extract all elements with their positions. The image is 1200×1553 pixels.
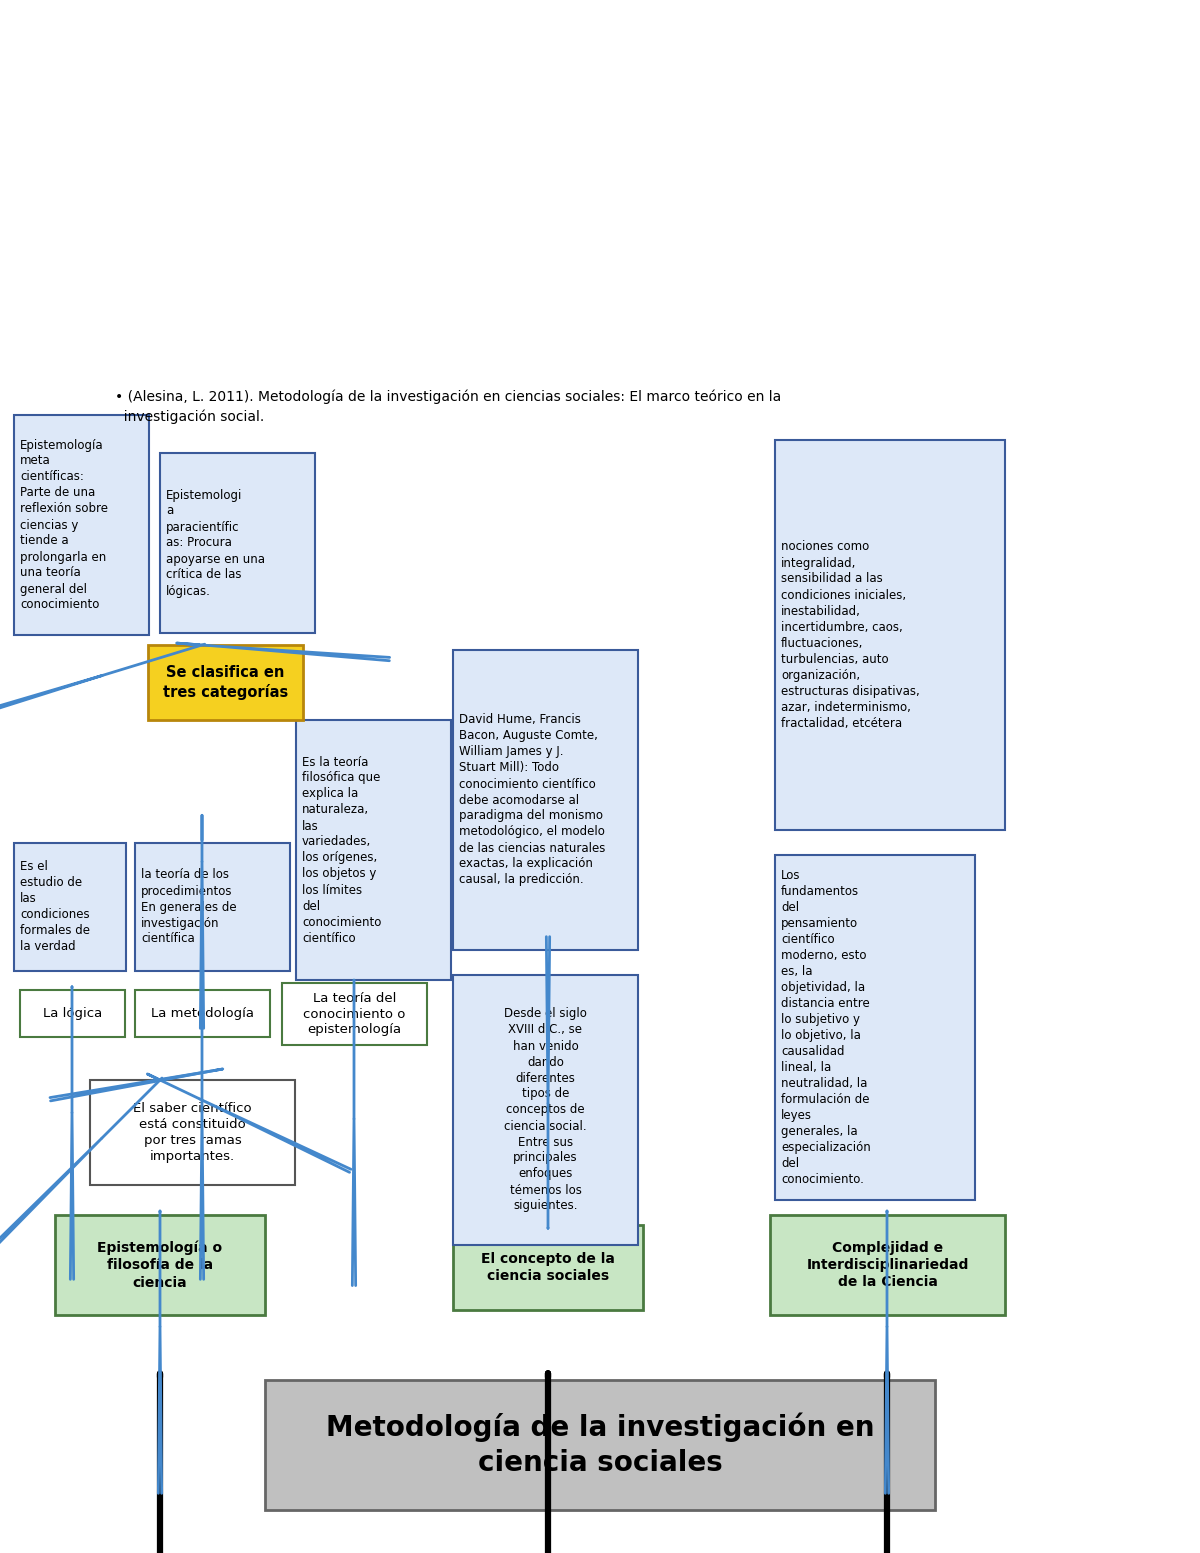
Text: La lógica: La lógica xyxy=(43,1006,102,1020)
FancyBboxPatch shape xyxy=(134,989,270,1037)
Text: Metodología de la investigación en
ciencia sociales: Metodología de la investigación en cienc… xyxy=(325,1413,875,1477)
FancyBboxPatch shape xyxy=(148,644,302,721)
Text: nociones como
integralidad,
sensibilidad a las
condiciones iniciales,
inestabili: nociones como integralidad, sensibilidad… xyxy=(781,540,919,730)
FancyBboxPatch shape xyxy=(775,439,1006,829)
FancyBboxPatch shape xyxy=(282,983,427,1045)
FancyBboxPatch shape xyxy=(14,415,149,635)
Text: El saber científico
está constituido
por tres ramas
importantes.: El saber científico está constituido por… xyxy=(133,1103,252,1163)
FancyBboxPatch shape xyxy=(20,989,125,1037)
Text: Es el
estudio de
las
condiciones
formales de
la verdad: Es el estudio de las condiciones formale… xyxy=(20,860,90,954)
FancyBboxPatch shape xyxy=(55,1214,265,1315)
Text: Epistemologi
a
paracientífic
as: Procura
apoyarse en una
crítica de las
lógicas.: Epistemologi a paracientífic as: Procura… xyxy=(166,489,265,598)
Text: Epistemología o
filosofía de la
ciencia: Epistemología o filosofía de la ciencia xyxy=(97,1241,222,1289)
FancyBboxPatch shape xyxy=(454,651,638,950)
FancyBboxPatch shape xyxy=(14,843,126,971)
Text: Complejidad e
Interdisciplinariedad
de la Ciencia: Complejidad e Interdisciplinariedad de l… xyxy=(806,1241,968,1289)
Text: La metodología: La metodología xyxy=(151,1006,254,1020)
Text: Se clasifica en
tres categorías: Se clasifica en tres categorías xyxy=(163,665,288,700)
FancyBboxPatch shape xyxy=(90,1079,295,1185)
FancyBboxPatch shape xyxy=(134,843,290,971)
Text: David Hume, Francis
Bacon, Auguste Comte,
William James y J.
Stuart Mill): Todo
: David Hume, Francis Bacon, Auguste Comte… xyxy=(458,713,605,887)
Text: Los
fundamentos
del
pensamiento
científico
moderno, esto
es, la
objetividad, la
: Los fundamentos del pensamiento científi… xyxy=(781,870,871,1186)
Text: • (Alesina, L. 2011). Metodología de la investigación en ciencias sociales: El m: • (Alesina, L. 2011). Metodología de la … xyxy=(115,390,781,424)
Text: Desde el siglo
XVIII d.C., se
han venido
dando
diferentes
tipos de
conceptos de
: Desde el siglo XVIII d.C., se han venido… xyxy=(504,1008,587,1213)
FancyBboxPatch shape xyxy=(454,1225,643,1311)
Text: la teoría de los
procedimientos
En generales de
investigación
científica: la teoría de los procedimientos En gener… xyxy=(142,868,236,946)
FancyBboxPatch shape xyxy=(265,1381,935,1510)
Text: La teoría del
conocimiento o
epistemología: La teoría del conocimiento o epistemolog… xyxy=(304,991,406,1036)
FancyBboxPatch shape xyxy=(454,975,638,1246)
FancyBboxPatch shape xyxy=(775,856,974,1200)
Text: El concepto de la
ciencia sociales: El concepto de la ciencia sociales xyxy=(481,1252,614,1283)
Text: Epistemología
meta
científicas:
Parte de una
reflexión sobre
ciencias y
tiende a: Epistemología meta científicas: Parte de… xyxy=(20,438,108,612)
FancyBboxPatch shape xyxy=(296,721,451,980)
Text: Es la teoría
filosófica que
explica la
naturaleza,
las
variedades,
los orígenes,: Es la teoría filosófica que explica la n… xyxy=(302,755,382,944)
FancyBboxPatch shape xyxy=(770,1214,1006,1315)
FancyBboxPatch shape xyxy=(160,453,314,634)
